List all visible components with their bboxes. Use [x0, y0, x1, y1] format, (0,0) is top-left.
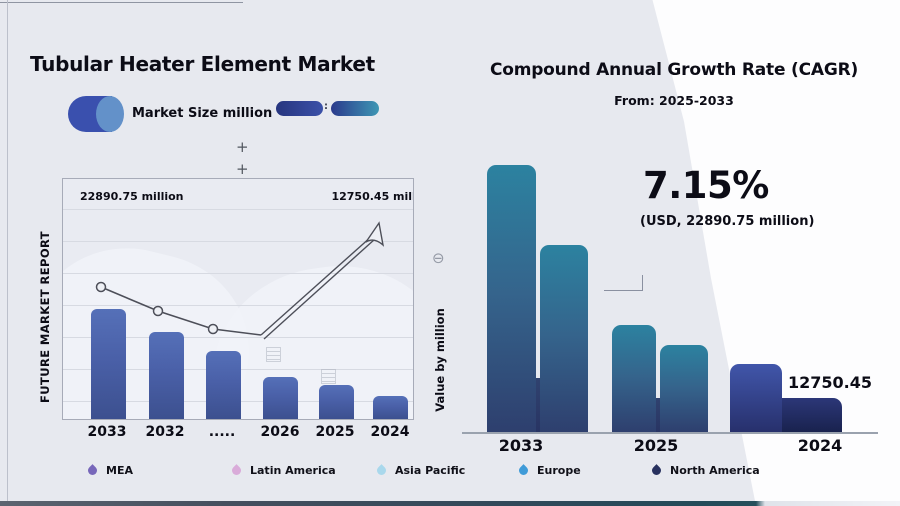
bottom-accent-strip [0, 501, 900, 506]
legend-marker-icon [230, 464, 243, 477]
watermark-future-market-report: FUTURE MARKET REPORT [38, 230, 52, 404]
cagr-subtitle: From: 2025-2033 [614, 93, 734, 108]
cagr-bar-2025-b [660, 345, 708, 432]
ratio-pill-right [331, 101, 379, 116]
minus-circle-icon: ⊖ [432, 249, 445, 267]
legend-marker-icon [650, 464, 663, 477]
legend-item-asia-pacific: Asia Pacific [375, 464, 466, 477]
plus-mark-icon: + [236, 138, 249, 156]
cagr-title: Compound Annual Growth Rate (CAGR) [489, 60, 859, 80]
bar-join [536, 378, 540, 432]
decorative-bracket [604, 275, 643, 291]
market-size-chart-panel: 22890.75 million 12750.45 million [62, 178, 414, 420]
bar-2025 [319, 385, 354, 419]
chart-annotation-2033: 22890.75 million [80, 190, 184, 203]
x-axis-baseline [462, 432, 878, 434]
cylinder-icon [68, 96, 124, 132]
ghost-document-icon [266, 347, 281, 362]
bar-join [656, 398, 660, 432]
data-label-12750: 12750.45 [788, 373, 873, 392]
legend-item-europe: Europe [517, 464, 581, 477]
page-title: Tubular Heater Element Market [30, 52, 375, 76]
legend-label: Europe [537, 464, 581, 477]
cylinder-cap [96, 96, 124, 132]
legend-marker-icon [86, 464, 99, 477]
bar-2033 [91, 309, 126, 419]
legend-label: Latin America [250, 464, 336, 477]
cagr-detail: (USD, 22890.75 million) [640, 214, 815, 229]
frame-left-line [7, 0, 8, 506]
x-label-2025: 2025 [633, 436, 679, 455]
legend-label: North America [670, 464, 760, 477]
cagr-bar-2025-a [612, 325, 656, 432]
value-axis-label: Value by million [433, 308, 447, 412]
ratio-separator: : [324, 101, 328, 112]
chart-annotation-2024: 12750.45 million [331, 190, 413, 203]
x-label-2024: 2024 [370, 424, 410, 440]
legend-marker-icon [517, 464, 530, 477]
plus-mark-icon: + [236, 160, 249, 178]
x-label-2024: 2024 [797, 436, 843, 455]
legend-item-mea: MEA [86, 464, 133, 477]
legend-marker-icon [375, 464, 388, 477]
x-label-2032: 2032 [145, 424, 185, 440]
bar-2032 [149, 332, 184, 419]
trend-line-arrow [95, 221, 385, 340]
cagr-bar-2024-b [782, 398, 842, 432]
x-label-2026: 2026 [260, 424, 300, 440]
cagr-bar-2024-a [730, 364, 782, 432]
ratio-pill-left [276, 101, 323, 116]
bar-2024 [373, 396, 408, 419]
bar-dots [206, 351, 241, 419]
legend-item-latin-america: Latin America [230, 464, 336, 477]
legend-label: Asia Pacific [395, 464, 466, 477]
cagr-bar-2033-a [487, 165, 536, 432]
frame-top-line [0, 2, 243, 3]
legend-label: MEA [106, 464, 133, 477]
bar-2026 [263, 377, 298, 419]
x-label-2025: 2025 [315, 424, 355, 440]
x-label-2033: 2033 [498, 436, 544, 455]
cagr-value: 7.15% [643, 164, 769, 207]
x-label-dots: ..... [208, 424, 236, 440]
legend-item-north-america: North America [650, 464, 760, 477]
market-size-label: Market Size million [132, 106, 273, 121]
ghost-document-icon [321, 369, 336, 384]
cagr-bar-2033-b [540, 245, 588, 432]
x-label-2033: 2033 [87, 424, 127, 440]
